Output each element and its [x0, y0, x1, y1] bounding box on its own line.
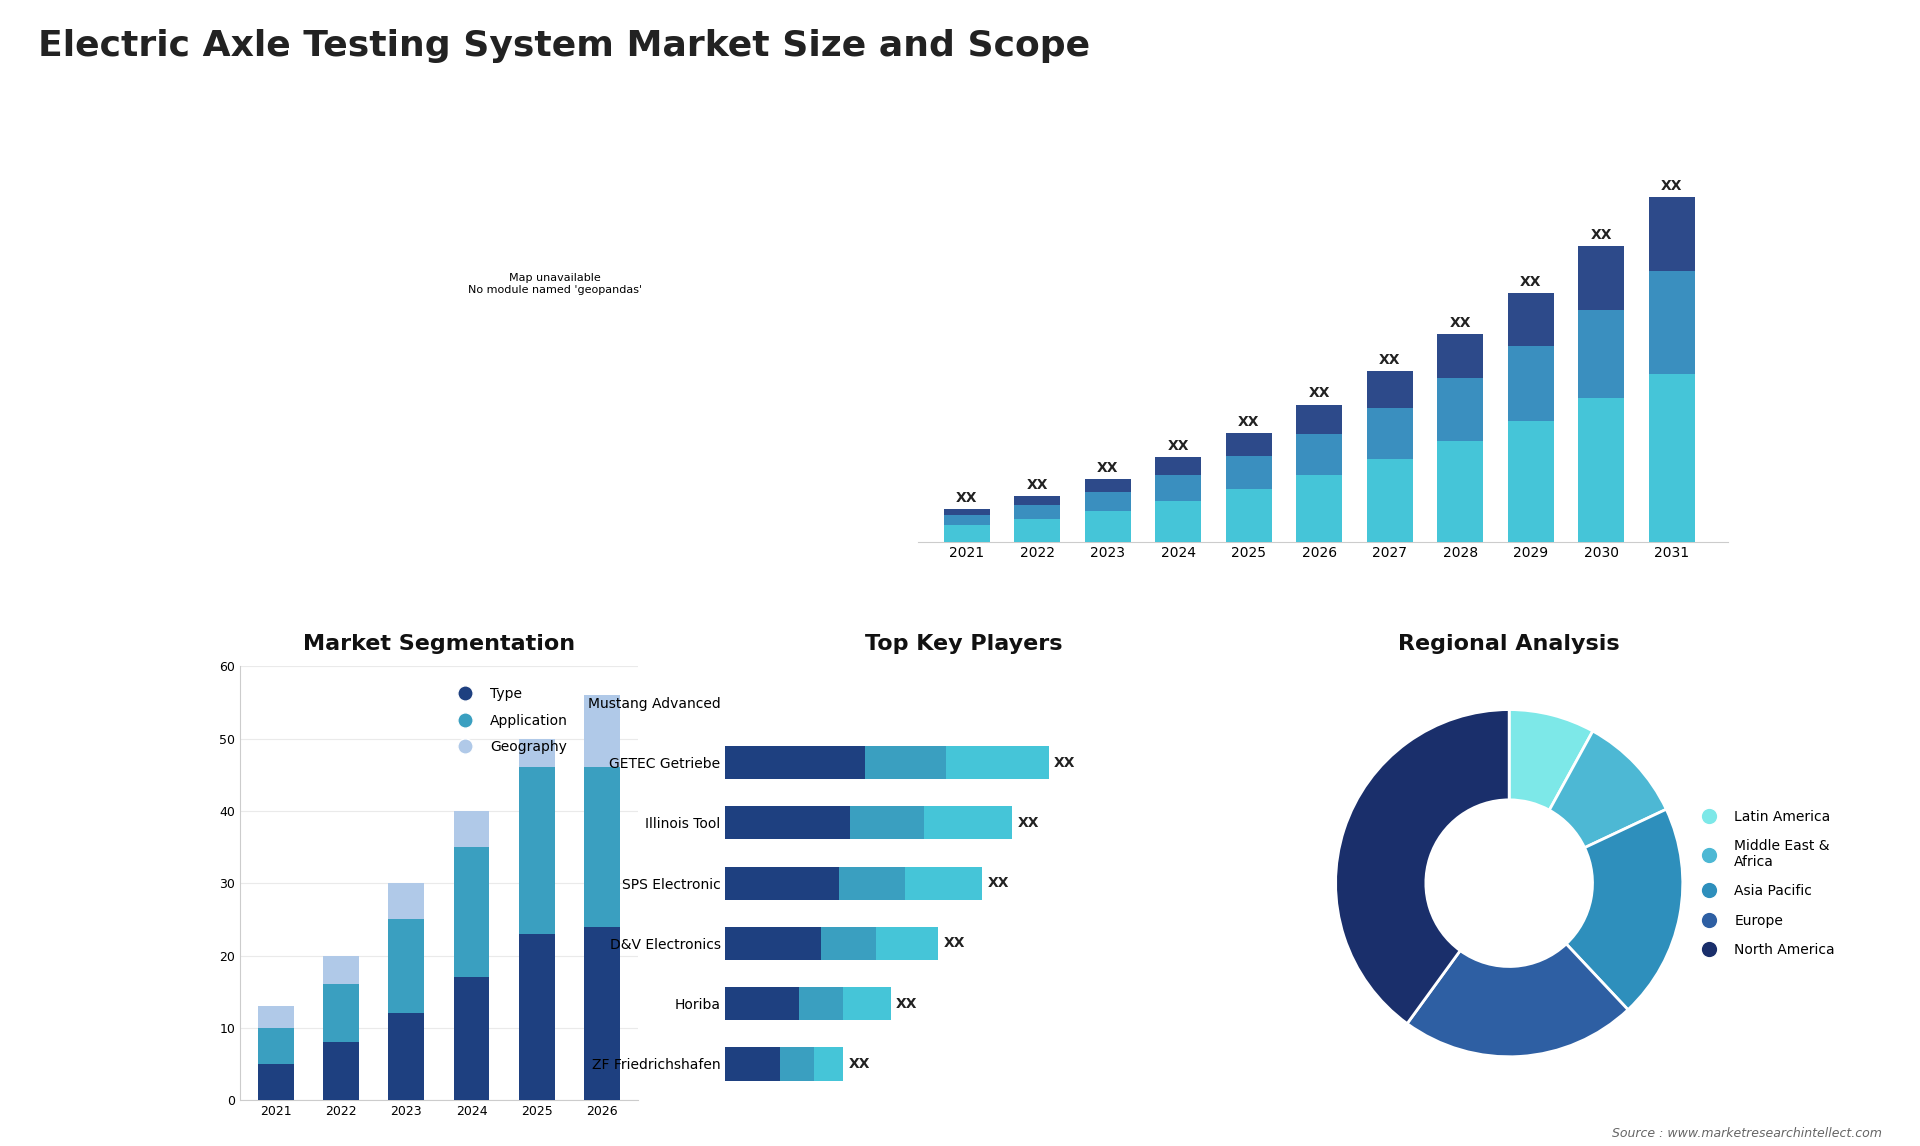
Bar [1014, 496, 1060, 505]
Bar [726, 927, 822, 960]
Bar [726, 807, 851, 840]
Bar [1438, 441, 1482, 542]
Bar [1156, 457, 1202, 476]
Bar [518, 738, 555, 768]
Bar [453, 811, 490, 847]
Bar [323, 984, 359, 1043]
Bar [1014, 505, 1060, 519]
Bar [1225, 456, 1271, 489]
Text: XX: XX [945, 936, 966, 950]
Text: XX: XX [1167, 439, 1188, 453]
Bar [726, 1047, 780, 1081]
Wedge shape [1567, 809, 1682, 1010]
Bar [945, 526, 991, 542]
Bar [1367, 458, 1413, 542]
Bar [1649, 375, 1695, 542]
Text: XX: XX [1661, 179, 1682, 193]
Wedge shape [1407, 944, 1628, 1057]
Bar [1367, 371, 1413, 408]
Bar [257, 1006, 294, 1028]
Title: Top Key Players: Top Key Players [866, 634, 1064, 653]
Bar [584, 696, 620, 768]
Bar [388, 919, 424, 1013]
Text: XX: XX [1379, 353, 1400, 367]
Wedge shape [1509, 709, 1594, 810]
Bar [1507, 292, 1553, 346]
Bar [876, 927, 939, 960]
Bar [945, 516, 991, 526]
Bar [864, 746, 947, 779]
Bar [584, 927, 620, 1100]
Bar [726, 746, 864, 779]
Bar [1156, 476, 1202, 501]
Bar [799, 987, 843, 1020]
Bar [814, 1047, 843, 1081]
Text: XX: XX [1590, 228, 1613, 242]
Bar [1507, 346, 1553, 421]
Bar [906, 866, 983, 900]
Bar [1085, 479, 1131, 493]
Text: XX: XX [1238, 415, 1260, 429]
Bar [1438, 333, 1482, 378]
Bar [726, 987, 799, 1020]
Bar [257, 1063, 294, 1100]
Bar [851, 807, 924, 840]
Text: XX: XX [1450, 316, 1471, 330]
Text: Electric Axle Testing System Market Size and Scope: Electric Axle Testing System Market Size… [38, 29, 1091, 63]
Text: XX: XX [1027, 478, 1048, 493]
Bar [1085, 493, 1131, 511]
Bar [947, 746, 1048, 779]
Bar [1578, 246, 1624, 309]
Bar [726, 866, 839, 900]
Bar [518, 934, 555, 1100]
Text: XX: XX [989, 877, 1010, 890]
Bar [1085, 511, 1131, 542]
Bar [323, 956, 359, 984]
Bar [388, 884, 424, 919]
Bar [453, 847, 490, 978]
Bar [924, 807, 1012, 840]
Bar [843, 987, 891, 1020]
Bar [1367, 408, 1413, 458]
Text: XX: XX [1309, 386, 1331, 400]
Bar [1507, 421, 1553, 542]
Bar [1156, 501, 1202, 542]
Bar [518, 768, 555, 934]
Bar [1014, 519, 1060, 542]
Text: XX: XX [1054, 755, 1075, 770]
Bar [1296, 405, 1342, 433]
Text: XX: XX [1018, 816, 1039, 830]
Bar [1438, 378, 1482, 441]
Bar [584, 768, 620, 927]
Bar [1296, 476, 1342, 542]
Bar [453, 978, 490, 1100]
Text: Map unavailable
No module named 'geopandas': Map unavailable No module named 'geopand… [468, 274, 641, 295]
Text: XX: XX [849, 1057, 870, 1072]
Wedge shape [1549, 731, 1667, 848]
Title: Regional Analysis: Regional Analysis [1398, 634, 1620, 653]
Text: XX: XX [1521, 275, 1542, 289]
Bar [1578, 309, 1624, 399]
Text: Source : www.marketresearchintellect.com: Source : www.marketresearchintellect.com [1611, 1128, 1882, 1140]
Bar [1578, 399, 1624, 542]
Legend: Type, Application, Geography: Type, Application, Geography [445, 682, 574, 760]
Bar [323, 1043, 359, 1100]
Text: XX: XX [1096, 461, 1119, 476]
Bar [1296, 433, 1342, 476]
Title: Market Segmentation: Market Segmentation [303, 634, 574, 653]
Bar [1225, 489, 1271, 542]
Bar [822, 927, 876, 960]
Bar [257, 1028, 294, 1063]
Bar [1649, 272, 1695, 375]
Bar [388, 1013, 424, 1100]
Legend: Latin America, Middle East &
Africa, Asia Pacific, Europe, North America: Latin America, Middle East & Africa, Asi… [1690, 804, 1841, 963]
Text: XX: XX [897, 997, 918, 1011]
Bar [945, 509, 991, 516]
Bar [839, 866, 906, 900]
Bar [1225, 433, 1271, 456]
Text: XX: XX [956, 492, 977, 505]
Bar [780, 1047, 814, 1081]
Wedge shape [1336, 709, 1509, 1023]
Bar [1649, 197, 1695, 272]
